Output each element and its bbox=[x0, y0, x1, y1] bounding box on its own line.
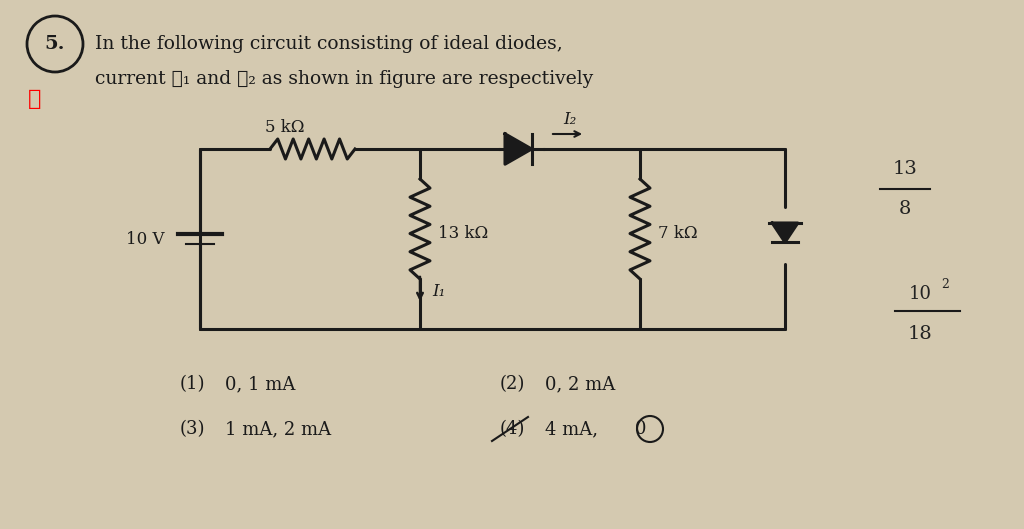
Text: 13: 13 bbox=[893, 160, 918, 178]
Text: 0, 1 mA: 0, 1 mA bbox=[225, 375, 295, 393]
Text: (4): (4) bbox=[500, 420, 525, 438]
Text: 18: 18 bbox=[907, 325, 933, 343]
Text: (3): (3) bbox=[180, 420, 206, 438]
Text: 5.: 5. bbox=[45, 35, 66, 53]
Text: 8: 8 bbox=[899, 200, 911, 218]
Text: 1 mA, 2 mA: 1 mA, 2 mA bbox=[225, 420, 331, 438]
Text: ✓: ✓ bbox=[28, 88, 41, 110]
Text: I₁: I₁ bbox=[432, 282, 445, 299]
Text: In the following circuit consisting of ideal diodes,: In the following circuit consisting of i… bbox=[95, 35, 563, 53]
Text: I₂: I₂ bbox=[563, 111, 577, 127]
Text: 0, 2 mA: 0, 2 mA bbox=[545, 375, 615, 393]
Polygon shape bbox=[772, 223, 798, 242]
Text: 10 V: 10 V bbox=[126, 231, 164, 248]
Text: 2: 2 bbox=[941, 278, 949, 290]
Text: 5 kΩ: 5 kΩ bbox=[265, 118, 305, 135]
Polygon shape bbox=[505, 134, 531, 164]
Text: current ℓ₁ and ℓ₂ as shown in figure are respectively: current ℓ₁ and ℓ₂ as shown in figure are… bbox=[95, 70, 593, 88]
Text: 4 mA,: 4 mA, bbox=[545, 420, 604, 438]
Text: 0: 0 bbox=[635, 420, 646, 438]
Text: 13 kΩ: 13 kΩ bbox=[438, 225, 488, 242]
Text: 10: 10 bbox=[908, 285, 932, 303]
Text: 7 kΩ: 7 kΩ bbox=[658, 225, 697, 242]
Text: (1): (1) bbox=[180, 375, 206, 393]
Text: (2): (2) bbox=[500, 375, 525, 393]
